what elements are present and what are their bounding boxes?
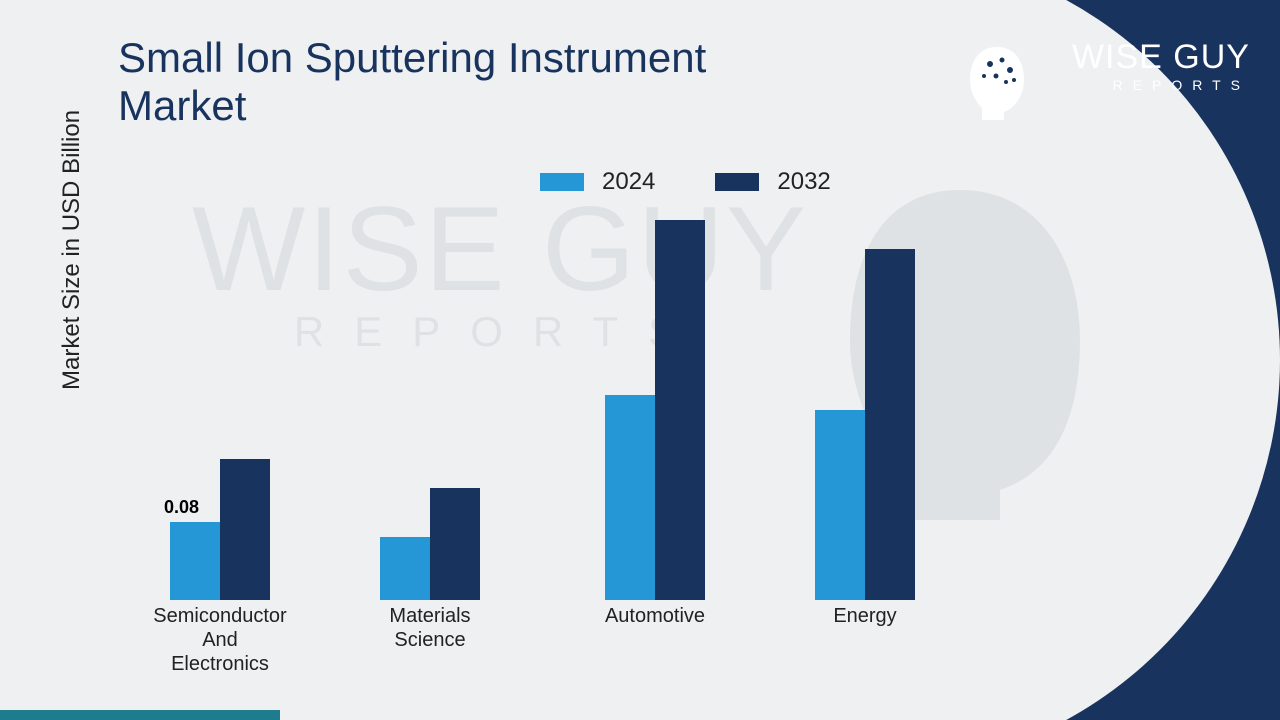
brand-logo-sub: REPORTS bbox=[1072, 78, 1250, 92]
x-axis-labels: SemiconductorAndElectronics MaterialsScie… bbox=[130, 604, 970, 674]
legend-label-2024: 2024 bbox=[602, 168, 655, 196]
bar bbox=[655, 220, 705, 600]
brand-logo-main: WISE GUY bbox=[1072, 40, 1250, 74]
legend-swatch-2032 bbox=[715, 173, 759, 191]
legend-swatch-2024 bbox=[540, 173, 584, 191]
bar-group bbox=[380, 488, 480, 600]
x-axis-category-label: Automotive bbox=[565, 604, 745, 628]
bar-value-label: 0.08 bbox=[164, 497, 199, 518]
report-chart-card: WISE GUY REPORTS WISE GUY REPORTS Small … bbox=[0, 0, 1280, 720]
bar bbox=[220, 459, 270, 600]
bar bbox=[605, 395, 655, 600]
bar bbox=[430, 488, 480, 600]
legend-label-2032: 2032 bbox=[777, 168, 830, 196]
y-axis-label: Market Size in USD Billion bbox=[58, 110, 86, 390]
bar bbox=[815, 410, 865, 600]
legend-item-2024: 2024 bbox=[540, 168, 655, 196]
bar bbox=[865, 249, 915, 600]
legend: 2024 2032 bbox=[540, 168, 831, 196]
brand-logo: WISE GUY REPORTS bbox=[1072, 40, 1250, 92]
bar-group bbox=[605, 220, 705, 600]
legend-item-2032: 2032 bbox=[715, 168, 830, 196]
x-axis-category-label: MaterialsScience bbox=[340, 604, 520, 652]
bar-group bbox=[170, 459, 270, 600]
x-axis-category-label: Energy bbox=[775, 604, 955, 628]
plot-area: 0.08 bbox=[130, 210, 970, 600]
brand-head-icon bbox=[962, 42, 1032, 122]
x-axis-category-label: SemiconductorAndElectronics bbox=[130, 604, 310, 676]
bar bbox=[170, 522, 220, 600]
bar-group bbox=[815, 249, 915, 600]
bar bbox=[380, 537, 430, 600]
chart-title: Small Ion Sputtering Instrument Market bbox=[118, 34, 738, 131]
accent-bottom-bar bbox=[0, 710, 280, 720]
